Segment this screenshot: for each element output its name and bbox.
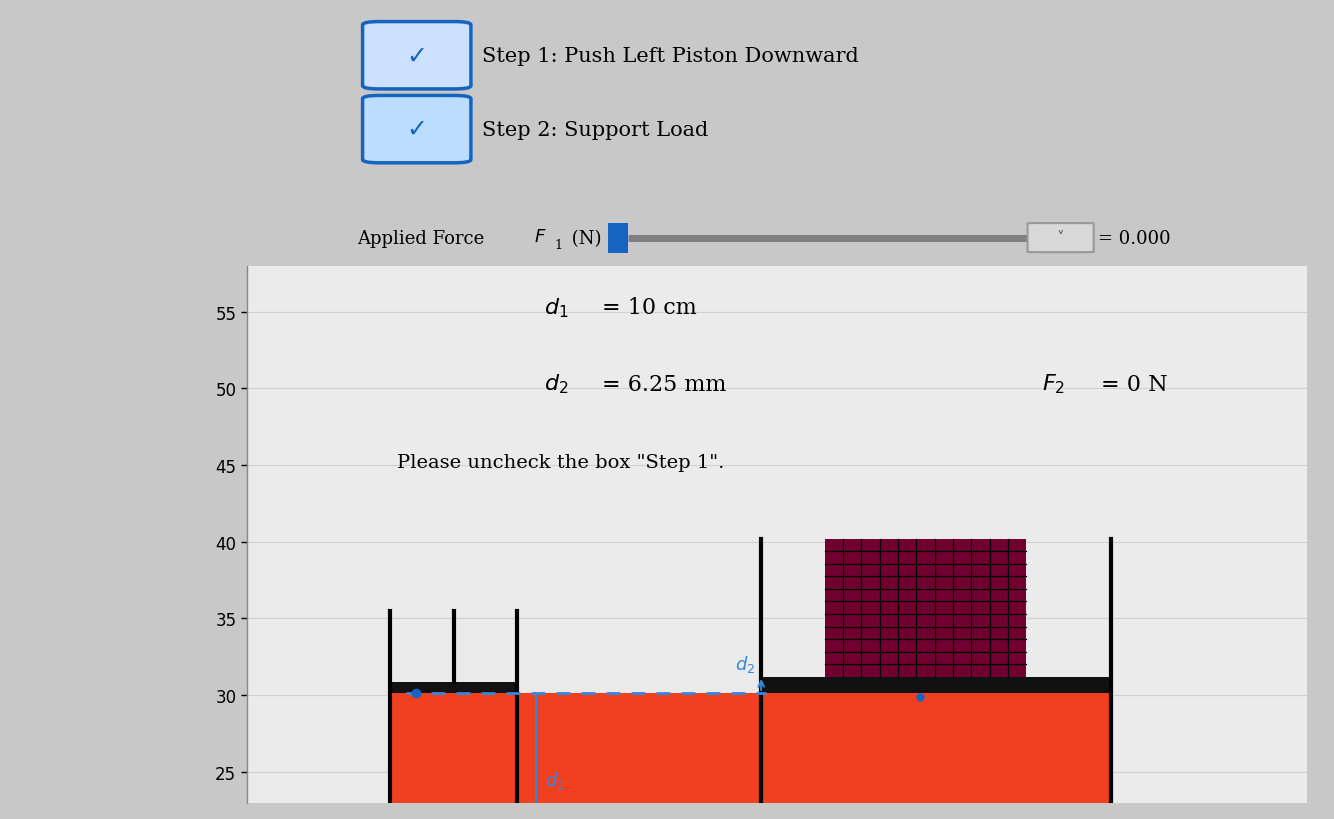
Text: $F_2$: $F_2$: [1042, 373, 1066, 396]
Text: = 0 N: = 0 N: [1101, 373, 1167, 396]
Text: $d_2$: $d_2$: [544, 373, 568, 396]
Bar: [390, 693, 518, 803]
Bar: [390, 682, 518, 693]
Text: Step 1: Push Left Piston Downward: Step 1: Push Left Piston Downward: [483, 47, 859, 66]
Text: $d_2$: $d_2$: [735, 654, 755, 675]
FancyBboxPatch shape: [363, 23, 471, 90]
Text: = 6.25 mm: = 6.25 mm: [602, 373, 727, 396]
Text: $F$: $F$: [534, 228, 546, 246]
Text: ˅: ˅: [1057, 231, 1065, 246]
Text: (N): (N): [566, 229, 602, 247]
Text: $d_1$: $d_1$: [544, 769, 566, 790]
Text: Please uncheck the box "Step 1".: Please uncheck the box "Step 1".: [398, 454, 724, 472]
Bar: [518, 693, 762, 803]
Text: ✓: ✓: [407, 44, 427, 68]
Text: = 0.000: = 0.000: [1098, 229, 1171, 247]
Bar: [824, 539, 1026, 677]
Text: Step 2: Support Load: Step 2: Support Load: [483, 120, 708, 139]
Text: ✓: ✓: [407, 118, 427, 142]
Bar: [608, 224, 628, 253]
Text: $d_1$: $d_1$: [544, 296, 568, 319]
Text: Applied Force: Applied Force: [358, 229, 490, 247]
Bar: [762, 693, 1111, 803]
FancyBboxPatch shape: [363, 97, 471, 164]
Bar: [762, 677, 1111, 693]
Text: 1: 1: [554, 239, 562, 252]
FancyBboxPatch shape: [1027, 224, 1094, 253]
Text: = 10 cm: = 10 cm: [602, 296, 696, 319]
